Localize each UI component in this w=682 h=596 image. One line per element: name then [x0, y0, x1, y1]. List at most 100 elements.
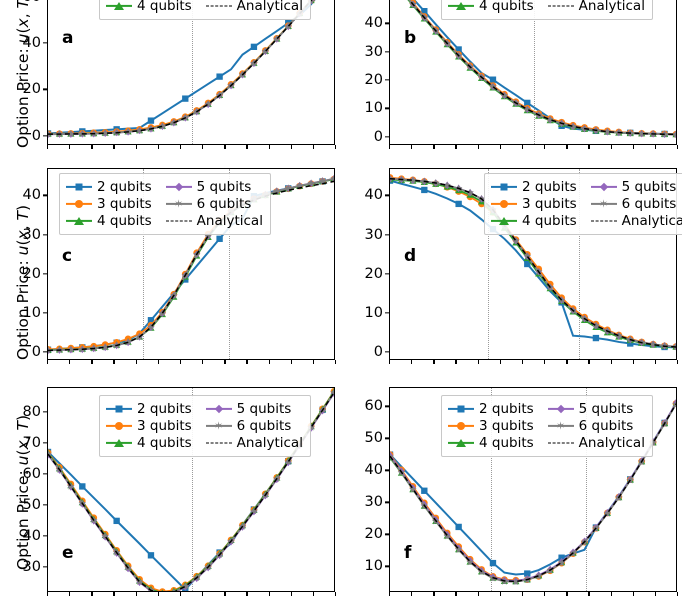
legend-swatch-3-qubits-icon: [491, 198, 517, 210]
legend-item-6-qubits[interactable]: ✶ 6 qubits: [165, 196, 263, 212]
panel-f-ytick-mark: [385, 437, 389, 439]
panel-e-xtick-mark: [179, 592, 182, 596]
panel-f-xtick-mark: [411, 592, 413, 596]
panel-e-label: e: [62, 543, 74, 563]
ylabel-row-1: Option Price: u(x, T): [14, 0, 32, 148]
legend-item-analytical[interactable]: Analytical: [547, 0, 645, 14]
legend-item-4-qubits[interactable]: 4 qubits: [66, 213, 152, 229]
legend-item-4-qubits[interactable]: 4 qubits: [491, 213, 577, 229]
legend-item-2-qubits[interactable]: 2 qubits: [491, 179, 577, 195]
legend-item-5-qubits[interactable]: 5 qubits: [205, 401, 303, 417]
panel-e-xtick-mark: [246, 592, 248, 596]
panel-d-xtick-mark: [389, 360, 391, 364]
panel-d-marker: [443, 181, 451, 189]
panel-d-ytick-label: 30: [364, 226, 383, 243]
legend-item-analytical[interactable]: Analytical: [547, 435, 645, 451]
legend-label: 3 qubits: [137, 418, 192, 434]
panel-e-marker: [250, 507, 258, 515]
legend-swatch-4-qubits-icon: [448, 437, 474, 449]
panel-b-marker: [546, 115, 554, 123]
legend-item-6-qubits[interactable]: ✶ 6 qubits: [205, 418, 303, 434]
panel-e-xtick-mark: [202, 592, 204, 596]
panel-b-marker: [603, 127, 612, 135]
panel-a-marker: [158, 122, 167, 130]
panel-a-axes: [47, 0, 335, 145]
panel-d-ytick-label: 20: [364, 265, 383, 282]
legend-swatch-analytical-icon: [590, 215, 617, 227]
panel-b-ytick-label: 0: [373, 128, 383, 145]
legend-item-analytical[interactable]: Analytical: [205, 0, 303, 14]
panel-c-xtick-mark: [135, 360, 137, 364]
legend-item-3-qubits[interactable]: 3 qubits: [66, 196, 152, 212]
panel-f-marker: [443, 532, 451, 540]
legend-label: 2 qubits: [137, 401, 192, 417]
panel-b-ytick-mark: [385, 22, 389, 24]
legend-item-5-qubits[interactable]: 5 qubits: [547, 401, 645, 417]
panel-b-ytick-mark: [385, 79, 389, 81]
legend-item-2-qubits[interactable]: 2 qubits: [448, 401, 534, 417]
panel-e-xtick-mark: [69, 592, 71, 596]
panel-b-xtick-mark: [632, 145, 634, 149]
panel-b-ytick-label: 20: [364, 71, 383, 88]
legend-item-4-qubits[interactable]: 4 qubits: [448, 435, 534, 451]
legend-item-6-qubits[interactable]: ✶ 6 qubits: [547, 418, 645, 434]
panel-f-marker: [409, 485, 417, 493]
legend-item-3-qubits[interactable]: 3 qubits: [106, 418, 192, 434]
panel-a-xtick-mark: [91, 145, 93, 149]
panel-f-marker: [603, 509, 612, 517]
panel-c-xtick-mark: [47, 360, 49, 364]
panel-a-ytick-label: 40: [22, 34, 41, 51]
panel-c-xtick-mark: [246, 360, 248, 364]
panel-f-ytick-label: 40: [364, 462, 383, 479]
panel-d-reference-line: [487, 169, 489, 359]
panel-e-marker: [147, 552, 155, 559]
legend-item-3-qubits[interactable]: 3 qubits: [491, 196, 577, 212]
legend-item-4-qubits[interactable]: 4 qubits: [448, 0, 534, 14]
panel-f-ytick-label: 30: [364, 494, 383, 511]
panel-a-ytick-mark: [43, 42, 47, 44]
panel-b-marker: [524, 99, 531, 107]
legend-swatch-analytical-icon: [547, 0, 574, 12]
panel-a-xtick-mark: [113, 145, 115, 149]
legend-item-analytical[interactable]: Analytical: [165, 213, 263, 229]
panel-e-xtick-mark: [157, 592, 160, 596]
legend-item-2-qubits[interactable]: 2 qubits: [106, 401, 192, 417]
legend-swatch-4-qubits-icon: [448, 0, 474, 12]
legend-item-6-qubits[interactable]: ✶ 6 qubits: [590, 196, 682, 212]
panel-b-ytick-mark: [385, 107, 389, 109]
legend-item-analytical[interactable]: Analytical: [590, 213, 682, 229]
panel-f-ytick-mark: [385, 469, 389, 471]
panel-d-xtick-mark: [433, 360, 435, 364]
legend-item-4-qubits[interactable]: 4 qubits: [106, 0, 192, 14]
panel-e-legend: 2 qubits 5 qubits 3 qubits ✶ 6 qubits 4 qubit…: [99, 395, 311, 457]
panel-c-xtick-mark: [290, 360, 292, 364]
panel-d-label: d: [404, 246, 417, 266]
legend-label: 6 qubits: [578, 418, 634, 434]
panel-b-xtick-mark: [654, 145, 657, 149]
panel-c-marker: [330, 174, 334, 182]
panel-f-ytick-label: 20: [364, 526, 383, 543]
legend-item-2-qubits[interactable]: 2 qubits: [66, 179, 152, 195]
legend-label: 5 qubits: [196, 179, 252, 195]
panel-b-marker: [523, 105, 532, 113]
legend-item-3-qubits[interactable]: 3 qubits: [448, 418, 534, 434]
legend-item-analytical[interactable]: Analytical: [205, 435, 303, 451]
legend-label: 2 qubits: [522, 179, 577, 195]
panel-e-marker: [307, 423, 315, 431]
panel-d-xtick-mark: [632, 360, 634, 364]
legend-item-5-qubits[interactable]: 5 qubits: [165, 179, 263, 195]
panel-d-xtick-mark: [544, 360, 546, 364]
legend-item-5-qubits[interactable]: 5 qubits: [590, 179, 682, 195]
panel-e-ytick-mark: [43, 442, 47, 444]
panel-e-ytick-mark: [43, 566, 47, 568]
panel-f-xtick-mark: [433, 592, 435, 596]
panel-a-xtick-mark: [312, 145, 315, 149]
panel-d-xtick-mark: [610, 360, 612, 364]
panel-e-marker: [162, 590, 163, 591]
legend-swatch-analytical-icon: [205, 437, 232, 449]
panel-a-marker: [216, 73, 223, 80]
panel-b-xtick-mark: [389, 145, 391, 149]
legend-item-4-qubits[interactable]: 4 qubits: [106, 435, 192, 451]
legend-swatch-4-qubits-icon: [106, 0, 132, 12]
